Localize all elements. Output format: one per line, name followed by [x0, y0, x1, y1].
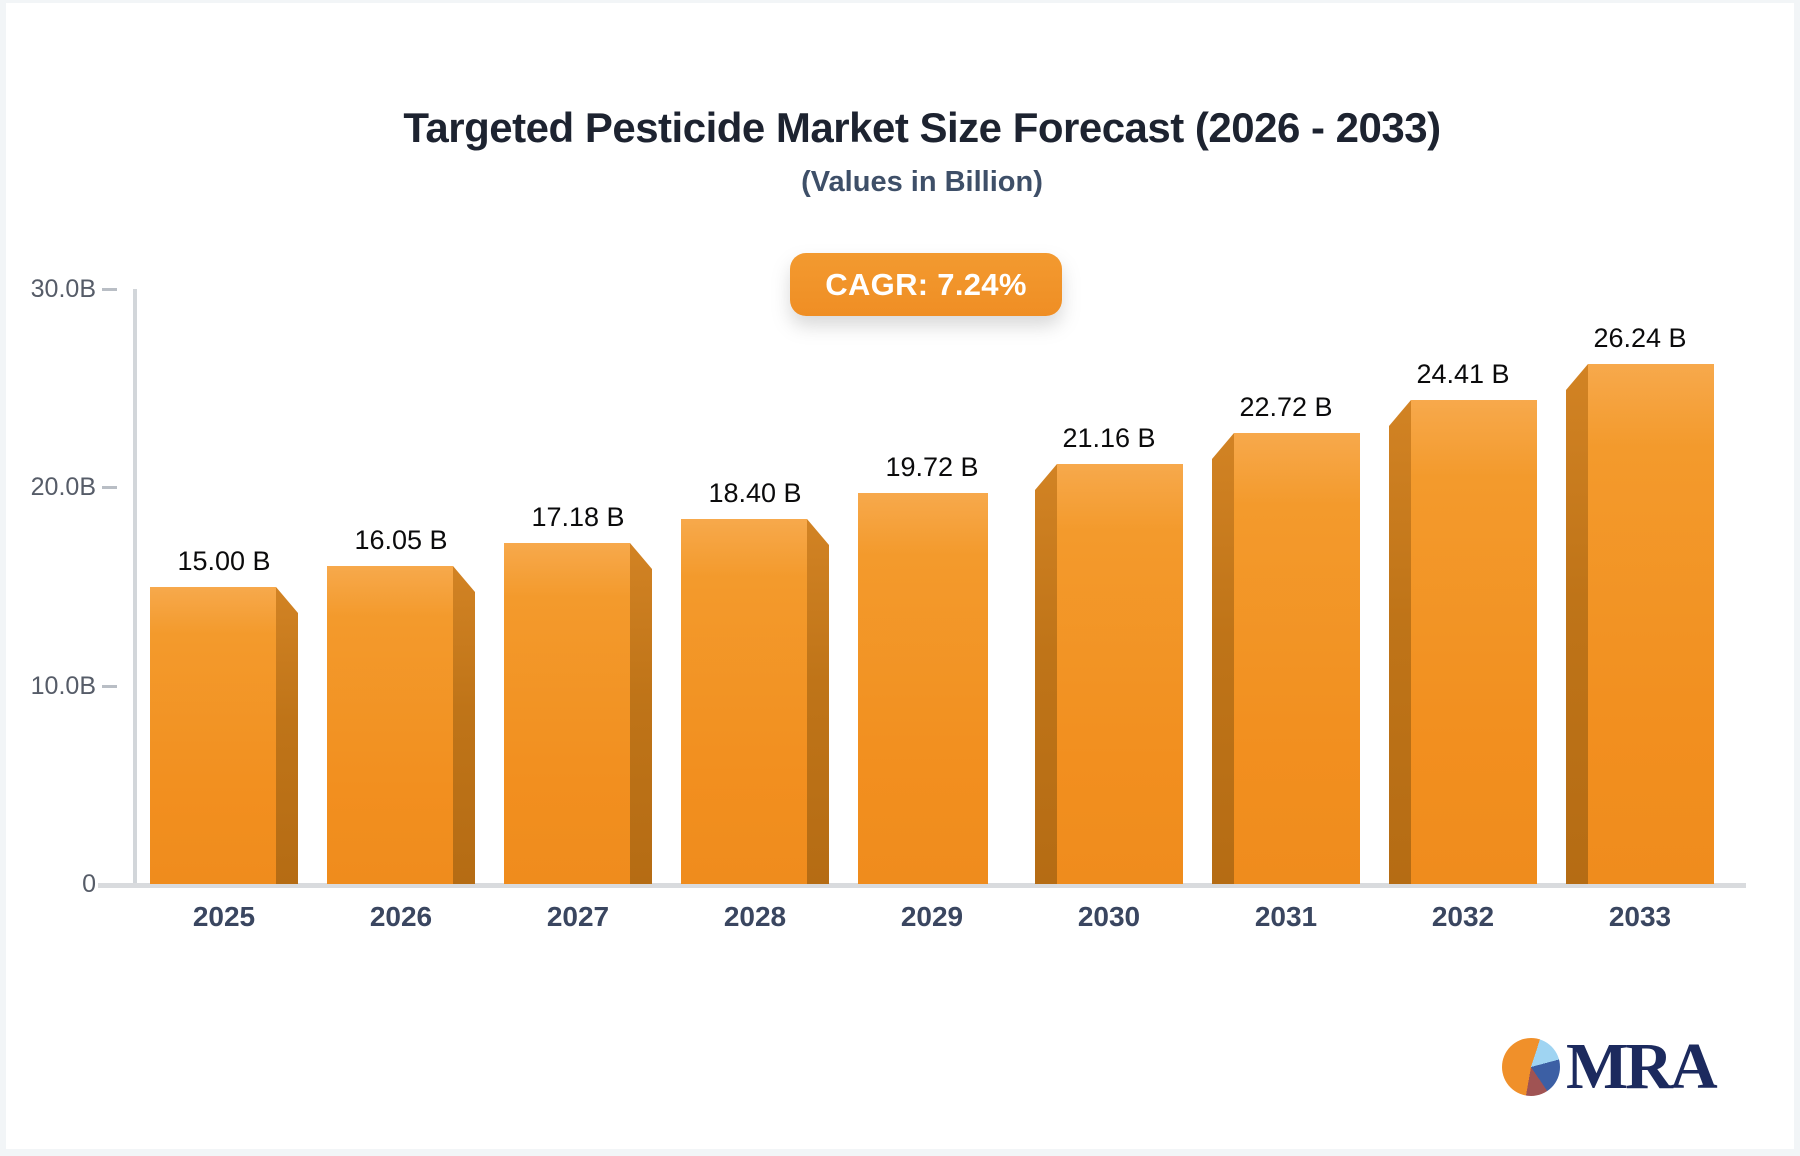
bar-side-shadow — [1035, 464, 1057, 884]
bar-group-2030: 21.16 B — [1035, 423, 1183, 884]
bar-value-label: 17.18 B — [531, 502, 625, 532]
y-tick-label: 30.0B — [30, 275, 96, 304]
brand-pie-icon — [1502, 1038, 1560, 1096]
bar-series: 15.00 B 16.05 B 17.18 B 18.40 B 19.72 B 21.16… — [150, 0, 1714, 884]
bar-value-label: 19.72 B — [885, 452, 979, 482]
bar-value-label: 16.05 B — [354, 525, 448, 555]
y-tick-label: 20.0B — [30, 473, 96, 502]
bar-group-2033: 26.24 B — [1566, 323, 1714, 884]
y-axis-line — [133, 289, 137, 884]
bar-group-2032: 24.41 B — [1389, 359, 1537, 884]
x-axis-line — [98, 883, 1746, 888]
bar-face — [504, 543, 630, 884]
bar-value-label: 22.72 B — [1239, 392, 1333, 422]
x-axis-label-2032: 2032 — [1431, 901, 1495, 932]
x-axis-label-2031: 2031 — [1254, 901, 1318, 932]
x-axis-label-2026: 2026 — [369, 901, 433, 932]
bar-face — [1411, 400, 1537, 884]
bar-group-2029: 19.72 B — [858, 452, 1006, 884]
bar-group-2031: 22.72 B — [1212, 392, 1360, 884]
cagr-badge-label: CAGR: 7.24% — [825, 266, 1027, 302]
y-tick-label: 0 — [82, 870, 96, 898]
brand-text: MRA — [1566, 1030, 1718, 1103]
bar-side-shadow — [1389, 400, 1411, 884]
bar-side-shadow — [1212, 433, 1234, 884]
bar-face — [150, 587, 276, 884]
bar-side-shadow — [1566, 364, 1588, 884]
x-axis-label-2030: 2030 — [1077, 901, 1141, 932]
bar-face — [681, 519, 807, 884]
bar-value-label: 24.41 B — [1416, 359, 1510, 389]
x-axis-label-2033: 2033 — [1608, 901, 1672, 932]
bar-side-shadow — [276, 587, 298, 884]
y-tick-label: 10.0B — [30, 671, 96, 700]
bar-group-2026: 16.05 B — [327, 525, 475, 884]
x-axis-label-2028: 2028 — [723, 901, 787, 932]
bar-value-label: 26.24 B — [1593, 323, 1687, 353]
y-tick-mark — [102, 486, 117, 490]
bar-value-label: 21.16 B — [1062, 423, 1156, 453]
bar-face — [1234, 433, 1360, 884]
x-axis-label-2029: 2029 — [900, 901, 964, 932]
bar-group-2025: 15.00 B — [150, 546, 298, 884]
bar-side-shadow — [453, 566, 475, 884]
bar-face — [1057, 464, 1183, 884]
page-title: Targeted Pesticide Market Size Forecast … — [403, 104, 1441, 151]
x-axis-label-2025: 2025 — [192, 901, 256, 932]
bar-face — [858, 493, 988, 884]
bar-face — [327, 566, 453, 884]
bar-side-shadow — [630, 543, 652, 884]
page-subtitle: (Values in Billion) — [801, 166, 1043, 198]
x-axis-labels: 2025 2026 2027 2028 2029 2030 2031 2032 2033 — [150, 901, 1714, 933]
bar-group-2028: 18.40 B — [681, 478, 829, 884]
y-tick-mark — [102, 288, 117, 292]
bar-face — [1588, 364, 1714, 884]
cagr-badge: CAGR: 7.24% — [790, 253, 1062, 316]
bar-group-2027: 17.18 B — [504, 502, 652, 884]
bar-value-label: 15.00 B — [177, 546, 271, 576]
x-axis-label-2027: 2027 — [546, 901, 610, 932]
bar-spacer — [988, 493, 1006, 884]
bar-side-shadow — [807, 519, 829, 884]
bar-value-label: 18.40 B — [708, 478, 802, 508]
y-tick-mark — [102, 684, 117, 688]
brand-logo: MRA — [1502, 1030, 1718, 1103]
